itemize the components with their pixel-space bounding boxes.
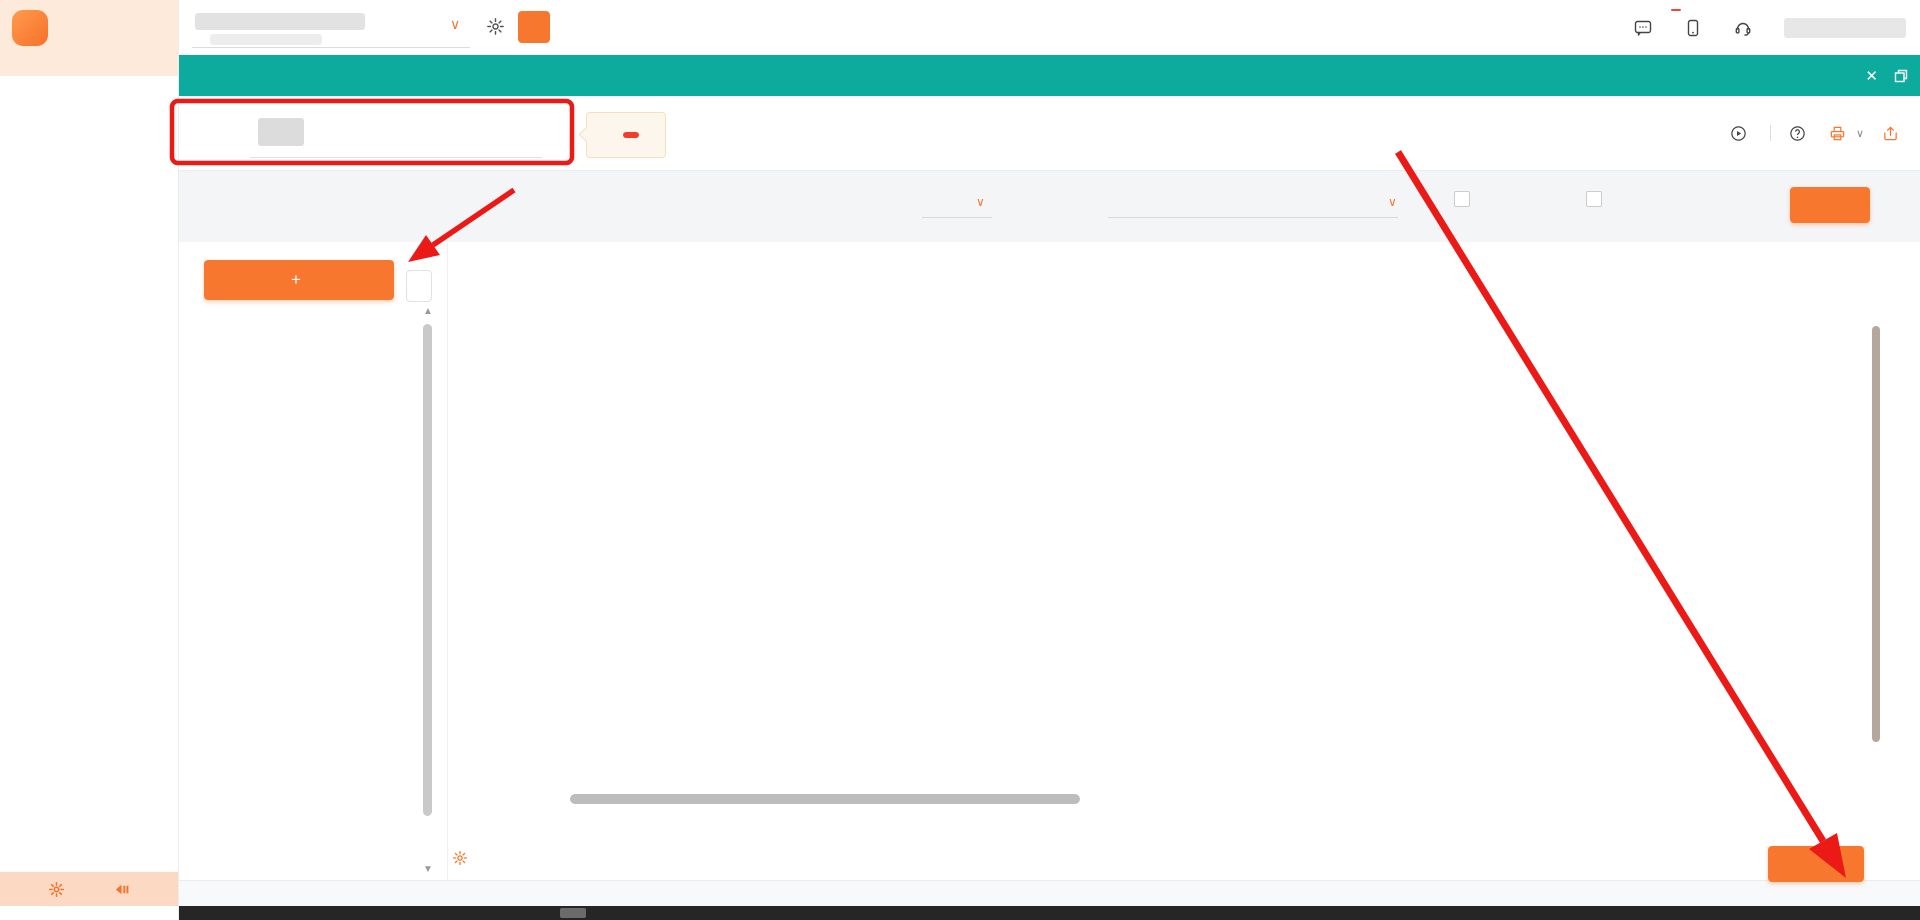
status-underline — [1108, 217, 1398, 218]
message-icon — [1634, 19, 1652, 37]
company-switch-chevron-icon[interactable]: ∨ — [450, 16, 461, 32]
scroll-up-icon[interactable]: ▲ — [423, 306, 433, 317]
share-settings-button[interactable] — [452, 850, 475, 866]
footer-strip — [178, 880, 1920, 907]
by-item-checkbox-icon — [1586, 191, 1602, 207]
topbar-right-tools — [1634, 0, 1906, 55]
page-toolbar: ∨ — [1730, 96, 1904, 170]
create-statement-button[interactable]: + — [204, 260, 394, 300]
tab-bar: ✕ — [178, 55, 1920, 96]
sidebar-settings-icon[interactable] — [48, 881, 65, 898]
video-button[interactable] — [1730, 125, 1752, 142]
user-info-redacted — [1784, 17, 1906, 38]
doc-type-chevron-icon[interactable]: ∨ — [976, 195, 985, 209]
left-scrollbar-thumb[interactable] — [423, 324, 432, 816]
topbar: ∨ — [178, 0, 1920, 55]
status-chevron-icon[interactable]: ∨ — [1388, 195, 1397, 209]
online-service-button[interactable] — [1734, 19, 1758, 37]
messages-button[interactable] — [1634, 7, 1682, 37]
doc-type-underline — [922, 217, 992, 218]
panel-collapse-button[interactable] — [406, 270, 432, 302]
phone-icon — [1684, 19, 1702, 37]
sidebar-bottom-bar — [0, 872, 178, 906]
export-icon — [1882, 125, 1899, 142]
scroll-down-icon[interactable]: ▼ — [423, 864, 433, 875]
summary-strip — [450, 242, 1912, 283]
help-button[interactable] — [1789, 125, 1811, 142]
sidebar — [0, 0, 179, 920]
generate-statement-button[interactable] — [1768, 846, 1864, 882]
filter-row: ∨ ∨ — [178, 170, 1920, 243]
customer-header-row: ∨ — [178, 96, 1920, 170]
sidebar-collapse-icon[interactable] — [113, 881, 130, 898]
brand-logo-icon — [12, 10, 48, 46]
company-name-redacted — [195, 13, 365, 30]
left-panel-scrollbar[interactable]: ▲ ▼ — [422, 306, 434, 876]
unsettled-only-checkbox[interactable] — [1454, 191, 1477, 207]
company-subtext-redacted — [210, 34, 322, 45]
taskbar-strip — [0, 906, 1920, 920]
unsettled-checkbox-icon — [1454, 191, 1470, 207]
search-button[interactable] — [1790, 187, 1870, 223]
app-download-button[interactable] — [1684, 19, 1708, 37]
print-icon — [1829, 125, 1846, 142]
taskbar-item — [560, 908, 586, 918]
export-button[interactable] — [1882, 125, 1904, 142]
tabbar-close-icon[interactable]: ✕ — [1865, 67, 1878, 85]
statement-periods-panel: + — [190, 242, 448, 880]
toolbar-divider — [1769, 125, 1771, 141]
headset-icon — [1734, 19, 1752, 37]
customer-field-underline — [250, 157, 542, 158]
print-chevron-icon[interactable]: ∨ — [1855, 127, 1864, 140]
overdue-collection-badge — [623, 132, 639, 138]
trial-solution-button[interactable] — [518, 11, 550, 43]
table-horizontal-scrollbar[interactable] — [570, 794, 1080, 804]
account-settings-gear-icon[interactable] — [486, 17, 505, 36]
balance-summary-box — [578, 112, 666, 158]
plus-icon: + — [291, 270, 301, 289]
share-gear-icon — [452, 850, 468, 866]
print-button[interactable]: ∨ — [1829, 125, 1864, 142]
messages-count-badge — [1670, 7, 1682, 12]
logo-area — [0, 0, 178, 76]
tabbar-restore-icon[interactable] — [1894, 69, 1908, 83]
by-item-detail-checkbox[interactable] — [1586, 191, 1609, 207]
customer-value-redacted[interactable] — [258, 118, 304, 146]
balance-box-notch — [578, 126, 595, 143]
table-vertical-scrollbar[interactable] — [1872, 326, 1880, 742]
company-underline — [192, 47, 470, 48]
